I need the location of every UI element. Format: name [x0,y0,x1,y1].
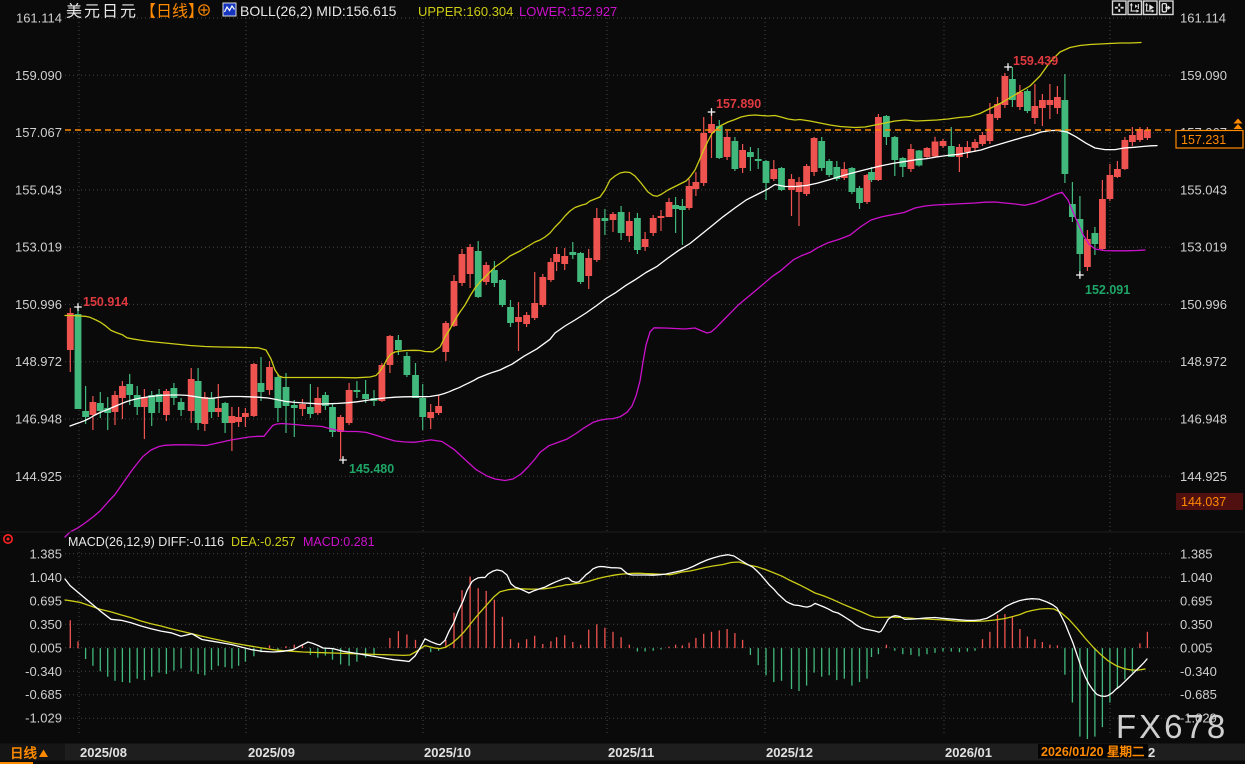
svg-text:159.090: 159.090 [15,68,62,83]
svg-text:1.040: 1.040 [29,570,62,585]
svg-text:0.005: 0.005 [29,640,62,655]
svg-text:-0.685: -0.685 [1180,687,1217,702]
svg-text:144.925: 144.925 [1180,469,1227,484]
svg-text:-0.685: -0.685 [25,687,62,702]
svg-text:153.019: 153.019 [15,240,62,255]
svg-text:1.040: 1.040 [1180,570,1213,585]
svg-text:148.972: 148.972 [15,354,62,369]
svg-text:155.043: 155.043 [1180,182,1227,197]
svg-text:DEA:-0.257: DEA:-0.257 [231,535,296,549]
svg-text:159.439: 159.439 [1013,54,1058,68]
svg-text:BOLL(26,2) MID:156.615: BOLL(26,2) MID:156.615 [240,3,397,19]
svg-text:FX678: FX678 [1116,708,1228,745]
svg-text:2025/10: 2025/10 [424,745,471,760]
svg-text:-1.029: -1.029 [25,711,62,726]
svg-text:2: 2 [1148,745,1155,760]
svg-text:159.090: 159.090 [1180,68,1227,83]
svg-text:148.972: 148.972 [1180,354,1227,369]
svg-text:0.695: 0.695 [29,593,62,608]
svg-text:157.890: 157.890 [716,97,761,111]
svg-text:150.914: 150.914 [83,295,128,309]
svg-text:MACD(26,12,9) DIFF:-0.116: MACD(26,12,9) DIFF:-0.116 [68,535,224,549]
svg-text:155.043: 155.043 [15,182,62,197]
svg-text:0.350: 0.350 [29,617,62,632]
svg-text:152.091: 152.091 [1085,283,1130,297]
svg-text:日线: 日线 [10,745,37,761]
svg-text:161.114: 161.114 [16,11,62,26]
svg-text:146.948: 146.948 [1180,412,1227,427]
svg-text:2025/09: 2025/09 [248,745,295,760]
svg-text:145.480: 145.480 [349,462,394,476]
svg-text:MACD:0.281: MACD:0.281 [303,535,375,549]
svg-text:1.385: 1.385 [29,546,62,561]
svg-text:美元日元: 美元日元 [66,3,138,21]
svg-text:0.350: 0.350 [1180,617,1213,632]
svg-text:144.925: 144.925 [15,469,62,484]
svg-text:2025/11: 2025/11 [608,745,654,760]
svg-text:1.385: 1.385 [1180,546,1213,561]
svg-text:157.231: 157.231 [1181,133,1226,147]
svg-text:150.996: 150.996 [1180,297,1227,312]
svg-text:-1.029: -1.029 [1180,711,1217,726]
svg-text:0.695: 0.695 [1180,593,1213,608]
svg-text:144.037: 144.037 [1181,495,1226,509]
svg-text:LOWER:152.927: LOWER:152.927 [519,4,617,19]
svg-text:UPPER:160.304: UPPER:160.304 [418,4,513,19]
svg-text:2026/01: 2026/01 [945,745,992,760]
svg-text:161.114: 161.114 [1180,11,1226,26]
svg-text:146.948: 146.948 [15,412,62,427]
svg-text:153.019: 153.019 [1180,240,1227,255]
svg-text:2026/01/20 星期二: 2026/01/20 星期二 [1041,744,1145,759]
svg-text:【日线】: 【日线】 [140,3,204,21]
svg-text:150.996: 150.996 [15,297,62,312]
svg-text:-0.340: -0.340 [1180,664,1217,679]
svg-text:0.005: 0.005 [1180,640,1213,655]
svg-text:-0.340: -0.340 [25,664,62,679]
svg-text:2025/08: 2025/08 [80,745,127,760]
svg-text:157.067: 157.067 [15,125,62,140]
svg-text:2025/12: 2025/12 [766,745,813,760]
